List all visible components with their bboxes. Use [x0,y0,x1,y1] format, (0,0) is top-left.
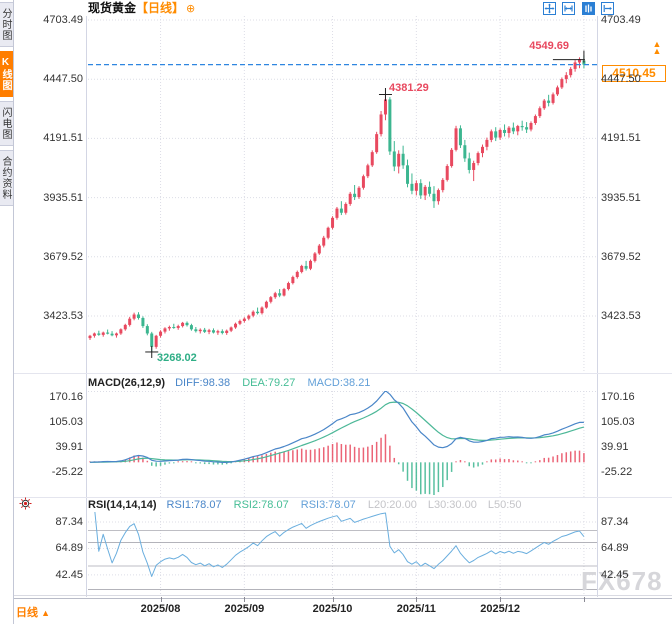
y-axis-label: 4191.51 [43,132,83,145]
x-axis-label: 2025/10 [312,603,353,615]
rsi-l30-value: L30:30.00 [427,499,477,511]
rsi-axis-label: 42.45 [55,568,83,581]
y-axis-label: 4703.49 [43,14,83,26]
sidebar-tab-2[interactable]: 闪电图 [0,101,13,146]
plot-left-border [86,16,87,597]
x-axis-label: 2025/12 [480,603,520,615]
y-axis-label: 3935.51 [43,191,83,204]
instrument-name: 现货黄金 [88,1,137,15]
y-axis-label: 3423.53 [601,310,641,322]
watermark: FX678 [581,566,663,596]
alert-indicator-icon[interactable] [19,497,32,510]
rsi-l50-value: L50:50 [487,499,522,511]
sidebar-tab-3[interactable]: 合约资料 [0,150,13,206]
october-high-annotation: 4381.29 [389,82,429,94]
sidebar-tab-1[interactable]: K线图 [0,51,13,97]
rsi-header: RSI(14,14,14) RSI1:78.07 RSI2:78.07 RSI3… [88,499,530,512]
macd-header: MACD(26,12,9) DIFF:98.38 DEA:79.27 MACD:… [88,377,379,390]
y-axis-label: 3679.52 [43,250,83,263]
macd-value: MACD:38.21 [307,377,371,389]
rsi1-value: RSI1:78.07 [166,499,222,511]
recent-high-annotation: 4549.69 [529,40,569,52]
macd-axis-label: 170.16 [601,391,635,403]
period-selector[interactable]: 日线 ▲ [16,604,50,620]
macd-axis-label: 39.91 [601,441,629,453]
pan-right-icon[interactable] [601,2,615,15]
macd-chart[interactable] [88,391,597,497]
rsi3-value: RSI3:78.07 [300,499,356,511]
y-axis-label: 3935.51 [601,191,641,204]
crosshair-icon[interactable] [543,2,556,15]
rsi2-value: RSI2:78.07 [233,499,289,511]
up-triangle: ▲ [652,46,662,56]
sidebar-tabstrip: 分时图 K线图闪电图合约资料 [0,0,14,624]
y-axis-label: 3423.53 [43,310,83,322]
macd-axis-label: -25.22 [601,466,633,478]
macd-axis-label: 39.91 [55,441,83,453]
macd-axis-label: 105.03 [601,416,635,428]
x-axis-label: 2025/08 [140,603,181,615]
x-axis-tick [583,597,585,602]
rsi-axis-label: 87.34 [55,516,83,528]
rsi-axis-label: 42.45 [601,568,629,581]
rsi-l20-value: L20:20.00 [367,499,417,511]
x-axis-tick [416,597,418,602]
x-axis-line [14,598,672,599]
pane-divider-rsi [14,497,672,498]
chart-toolbar [543,2,616,15]
rsi-chart[interactable] [88,512,597,595]
macd-diff-value: DIFF:98.38 [175,377,231,389]
candlestick-view-icon[interactable] [581,2,595,15]
last-price-box: 4510.45 [602,65,666,82]
period-up-arrow-icon: ▲ [41,608,50,618]
candlestick-chart[interactable] [88,16,597,373]
pane-divider-macd [14,373,672,374]
macd-dea-value: DEA:79.27 [242,377,296,389]
rsi-axis-label: 87.34 [601,516,629,528]
pane-divider-bottom [14,595,672,596]
x-axis-tick [160,597,162,602]
price-up-marker-icon: ▲ ▲ [649,39,665,56]
rsi-axis-label: 64.89 [601,542,629,555]
plot-right-border [597,16,598,597]
macd-axis-label: 170.16 [49,391,83,403]
chart-title-bar: 现货黄金【日线】 ⊕ [88,1,195,16]
period-tag: 【日线】 [136,1,185,15]
x-axis-tick [244,597,246,602]
up-triangle: ▲ [652,39,662,49]
rsi-axis-label: 64.89 [55,542,83,555]
fit-horizontal-icon[interactable] [562,2,576,15]
x-axis-label: 2025/11 [396,603,436,615]
collapse-icon[interactable]: ⊕ [186,3,196,15]
y-axis-label: 4447.50 [601,73,641,86]
macd-axis-label: -25.22 [51,466,83,478]
y-axis-label: 4447.50 [43,73,83,86]
x-axis-label: 2025/09 [224,603,265,615]
x-axis-tick [500,597,502,602]
august-low-annotation: 3268.02 [157,352,197,364]
sidebar-tab-0[interactable]: 分时图 [0,2,13,47]
y-axis-label: 3679.52 [601,250,641,263]
period-selector-label: 日线 [16,607,38,619]
y-axis-label: 4703.49 [601,14,641,26]
x-axis-tick [332,597,334,602]
rsi-label: RSI(14,14,14) [88,499,157,511]
macd-axis-label: 105.03 [49,416,83,428]
y-axis-label: 4191.51 [601,132,641,145]
macd-label: MACD(26,12,9) [88,377,166,389]
